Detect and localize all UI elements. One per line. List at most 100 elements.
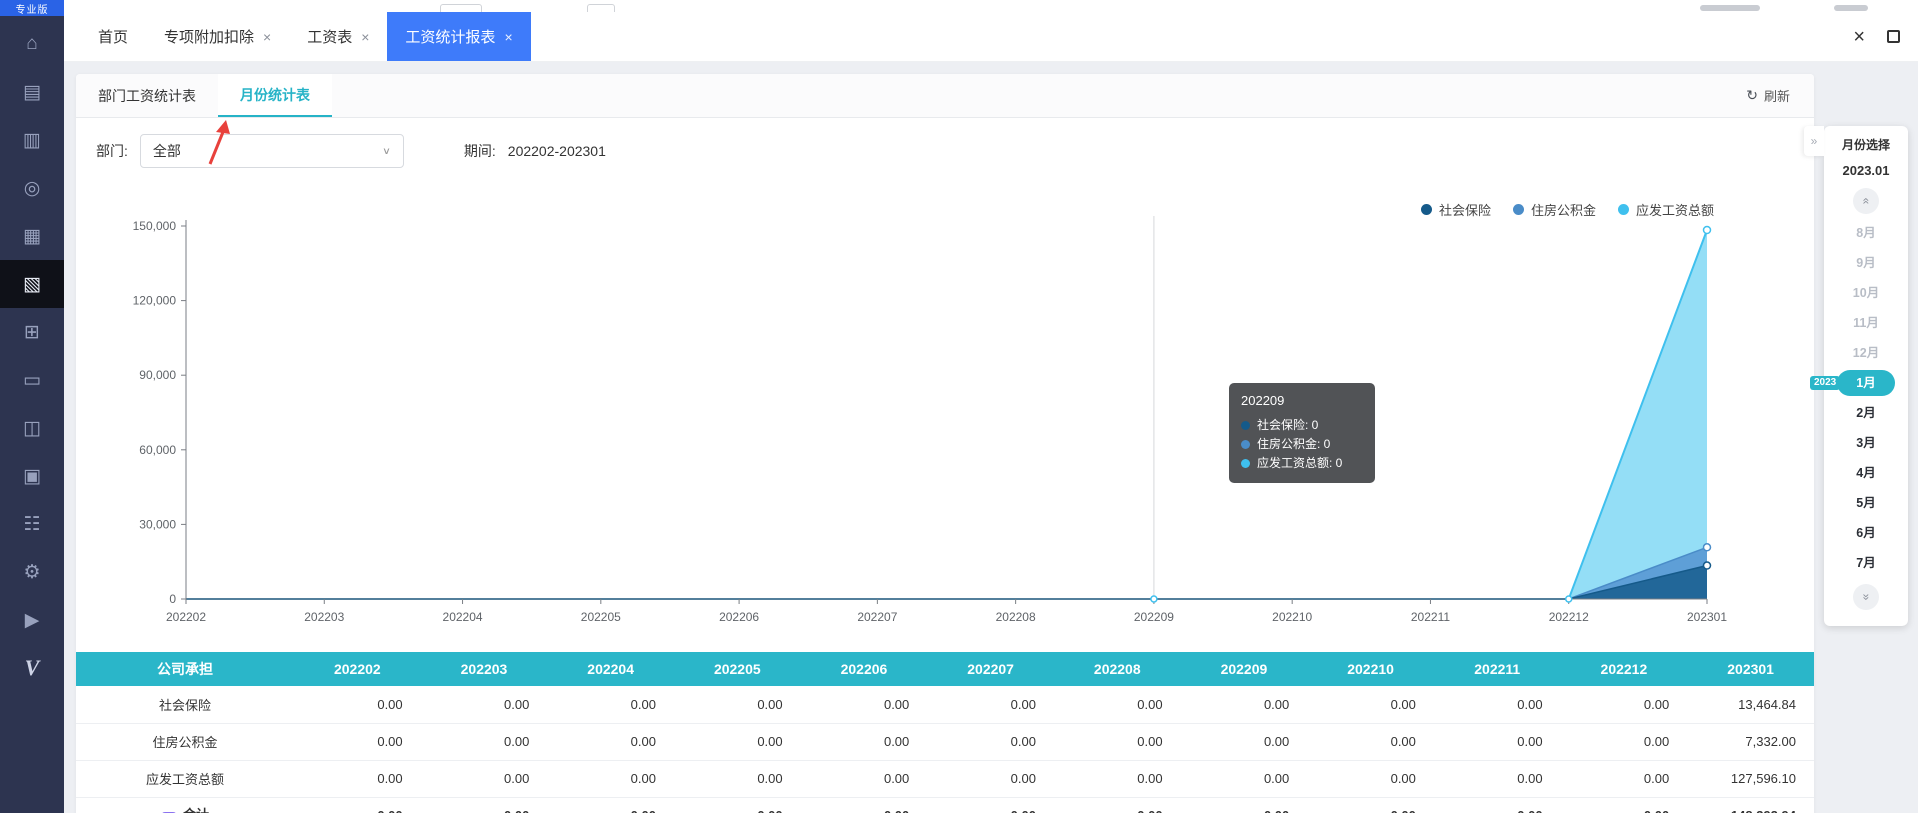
month-item-1月[interactable]: 1月 2023 bbox=[1810, 368, 1908, 398]
legend-dot-icon bbox=[1617, 204, 1629, 215]
sum-icon: ¥ bbox=[160, 811, 177, 813]
tab-close-icon[interactable]: × bbox=[504, 28, 513, 45]
value-cell: 0.00 bbox=[1053, 686, 1181, 724]
value-cell: 0.00 bbox=[800, 686, 928, 724]
refresh-label: 刷新 bbox=[1763, 89, 1790, 104]
analytics-icon[interactable]: ▥ bbox=[23, 129, 41, 151]
value-cell: 0.00 bbox=[420, 760, 548, 798]
month-item-11月[interactable]: 11月 bbox=[1853, 316, 1879, 330]
value-cell: 0.00 bbox=[1180, 760, 1308, 798]
table-header-cell: 202206 bbox=[800, 652, 928, 686]
table-header-cell: 202207 bbox=[927, 652, 1054, 686]
svg-text:90,000: 90,000 bbox=[139, 368, 176, 382]
legend-item-应发工资总额[interactable]: 应发工资总额 bbox=[1617, 200, 1714, 219]
value-cell: 0.00 bbox=[1053, 760, 1181, 798]
month-item-5月[interactable]: 5月 bbox=[1856, 496, 1876, 510]
tab-工资表[interactable]: 工资表 × bbox=[289, 12, 387, 61]
table-header-cell: 202205 bbox=[673, 652, 801, 686]
legend-item-住房公积金[interactable]: 住房公积金 bbox=[1512, 200, 1596, 219]
tab-close-icon[interactable]: × bbox=[361, 28, 370, 45]
value-cell: 0.00 bbox=[1560, 686, 1688, 724]
subtab-部门工资统计表[interactable]: 部门工资统计表 bbox=[98, 87, 196, 104]
scroll-up-button[interactable]: « bbox=[1853, 188, 1879, 214]
tax-icon[interactable]: ◫ bbox=[23, 417, 41, 439]
value-cell: 0.00 bbox=[547, 760, 674, 798]
value-cell: 0.00 bbox=[547, 723, 674, 761]
value-cell: 0.00 bbox=[1180, 686, 1308, 724]
table-header-cell: 202209 bbox=[1180, 652, 1308, 686]
row-label-text: 合计 bbox=[183, 807, 209, 813]
table-header-cell: 202202 bbox=[294, 652, 421, 686]
svg-text:202301: 202301 bbox=[1687, 610, 1727, 624]
month-item-9月[interactable]: 9月 bbox=[1856, 256, 1876, 270]
subtab-月份统计表[interactable]: 月份统计表 bbox=[218, 74, 332, 117]
fullscreen-icon[interactable] bbox=[1887, 30, 1900, 43]
scroll-down-button[interactable]: » bbox=[1853, 584, 1879, 610]
brand-v-icon[interactable]: V bbox=[24, 655, 40, 680]
double-chevron-down-icon: » bbox=[1859, 593, 1873, 601]
value-cell: 148,392.94 bbox=[1687, 797, 1814, 813]
home-icon[interactable]: ⌂ bbox=[26, 33, 38, 54]
svg-text:30,000: 30,000 bbox=[139, 517, 176, 531]
collapse-panel-icon[interactable]: » bbox=[1804, 126, 1824, 156]
bank-icon[interactable]: ▭ bbox=[23, 369, 41, 391]
tooltip-dot-icon bbox=[1241, 440, 1250, 449]
salary-report-icon[interactable]: ▧ bbox=[0, 260, 64, 308]
svg-text:202208: 202208 bbox=[996, 610, 1036, 624]
svg-text:202211: 202211 bbox=[1411, 610, 1450, 624]
archive-icon[interactable]: ▣ bbox=[23, 465, 41, 487]
tab-工资统计报表[interactable]: 工资统计报表 × bbox=[387, 12, 531, 61]
tab-首页[interactable]: 首页 bbox=[80, 12, 146, 61]
value-cell: 0.00 bbox=[1560, 797, 1688, 813]
value-cell: 0.00 bbox=[1307, 686, 1434, 724]
svg-text:202209: 202209 bbox=[1134, 610, 1174, 624]
fund-icon[interactable]: ◎ bbox=[23, 177, 41, 199]
filter-bar: 部门: 全部 ∨ 期间: 202202-202301 bbox=[76, 118, 1814, 176]
legend-dot-icon bbox=[1420, 204, 1432, 215]
row-label-cell: 社会保险 bbox=[76, 686, 294, 724]
table-header-row: 公司承担 202202 202203 202204 202205 202206 202207… bbox=[76, 652, 1814, 686]
tooltip-text: 应发工资总额: 0 bbox=[1257, 456, 1343, 470]
refresh-icon: ↻ bbox=[1746, 87, 1758, 103]
voucher-icon[interactable]: ▤ bbox=[23, 81, 41, 103]
month-item-10月[interactable]: 10月 bbox=[1852, 286, 1880, 300]
row-label-cell: 应发工资总额 bbox=[76, 760, 294, 798]
chart-tooltip: 202209 社会保险: 0 住房公积金: 0 应发工资总额: 0 bbox=[1229, 383, 1375, 483]
selected-month-pill: 1月 bbox=[1837, 370, 1895, 396]
month-item-4月[interactable]: 4月 bbox=[1856, 466, 1876, 480]
inventory-icon[interactable]: ⊞ bbox=[24, 321, 40, 343]
month-item-3月[interactable]: 3月 bbox=[1856, 436, 1876, 450]
month-item-8月[interactable]: 8月 bbox=[1856, 226, 1876, 240]
table-header-cell: 202208 bbox=[1053, 652, 1181, 686]
video-icon[interactable]: ▶ bbox=[24, 609, 40, 631]
month-item-2月[interactable]: 2月 bbox=[1856, 406, 1876, 420]
department-select[interactable]: 全部 ∨ bbox=[139, 134, 404, 168]
month-item-7月[interactable]: 7月 bbox=[1856, 556, 1876, 570]
value-cell: 0.00 bbox=[927, 686, 1054, 724]
value-cell: 127,596.10 bbox=[1687, 760, 1814, 798]
tooltip-row: 住房公积金: 0 bbox=[1241, 435, 1363, 454]
month-item-6月[interactable]: 6月 bbox=[1856, 526, 1876, 540]
legend-item-社会保险[interactable]: 社会保险 bbox=[1420, 200, 1491, 219]
close-all-tabs-icon[interactable]: × bbox=[1853, 25, 1865, 48]
row-label-text: 社会保险 bbox=[158, 697, 211, 713]
legend-label: 社会保险 bbox=[1438, 203, 1491, 218]
settings-gear-icon[interactable]: ⚙ bbox=[23, 561, 41, 583]
month-list: 8月 9月 10月 11月 12月 1月 2023 2月 3月 4月 5月 6月 7月 bbox=[1810, 218, 1908, 578]
value-cell: 0.00 bbox=[420, 797, 548, 813]
svg-text:150,000: 150,000 bbox=[133, 219, 177, 233]
tab-专项附加扣除[interactable]: 专项附加扣除 × bbox=[146, 12, 289, 61]
value-cell: 0.00 bbox=[1560, 760, 1688, 798]
value-cell: 0.00 bbox=[1053, 797, 1181, 813]
tab-close-icon[interactable]: × bbox=[263, 28, 272, 45]
row-label-text: 住房公积金 bbox=[152, 735, 218, 750]
topbar-fragment bbox=[587, 4, 615, 12]
tooltip-row: 社会保险: 0 bbox=[1241, 416, 1363, 435]
department-label: 部门: bbox=[96, 143, 128, 159]
month-item-12月[interactable]: 12月 bbox=[1852, 346, 1880, 360]
contacts-icon[interactable]: ☷ bbox=[23, 513, 41, 535]
svg-text:202210: 202210 bbox=[1272, 610, 1312, 624]
invoice-icon[interactable]: ▦ bbox=[23, 225, 41, 247]
refresh-button[interactable]: ↻ 刷新 bbox=[1746, 74, 1814, 117]
table-row: 应发工资总额 0.00 0.00 0.00 0.00 0.00 0.00 0.00 0.00 0.… bbox=[76, 760, 1814, 798]
